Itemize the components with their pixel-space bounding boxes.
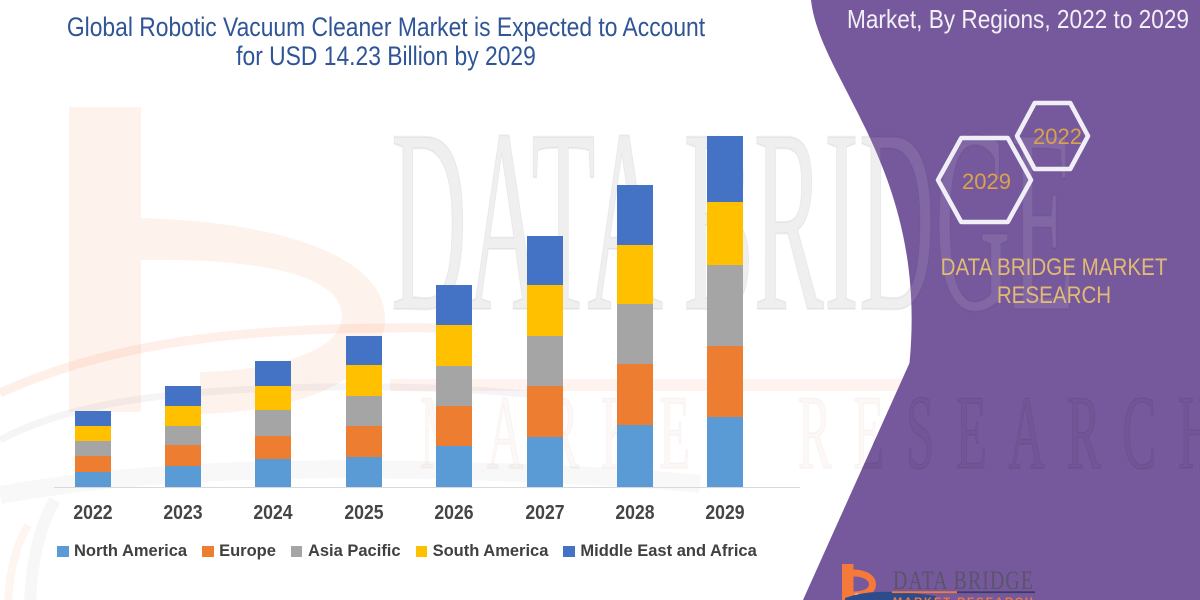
svg-text:2022: 2022: [1033, 124, 1082, 149]
svg-text:MARKET RESEARCH: MARKET RESEARCH: [420, 374, 1200, 491]
svg-text:2029: 2029: [962, 169, 1011, 194]
